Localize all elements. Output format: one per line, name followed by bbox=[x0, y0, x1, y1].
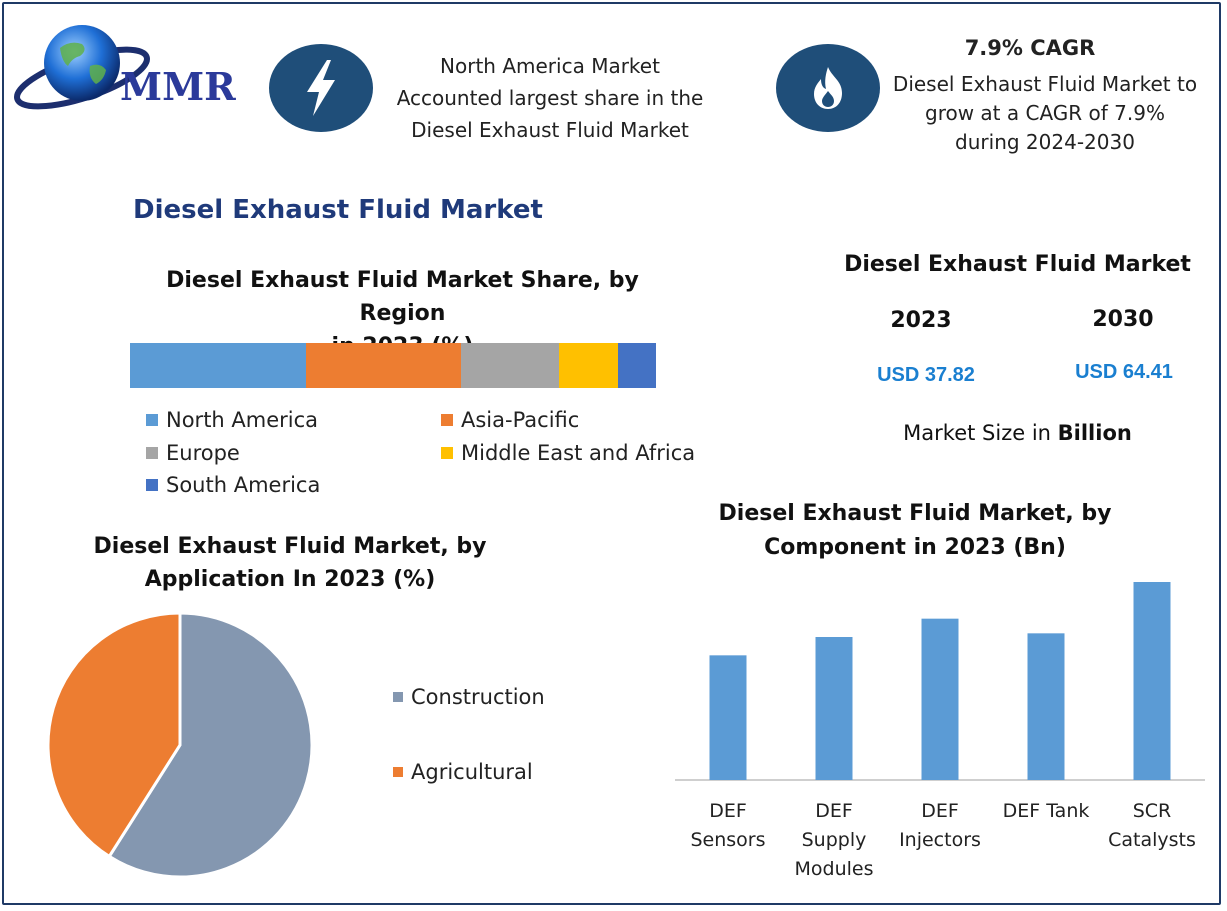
legend-north-america: North America bbox=[146, 408, 318, 432]
region-chart-title-line-1: Diesel Exhaust Fluid Market Share, by Re… bbox=[166, 268, 639, 326]
x-tick-label-line: DEF bbox=[709, 800, 747, 822]
bar-4 bbox=[1133, 582, 1171, 780]
application-pie-chart bbox=[46, 611, 314, 879]
header-right-line-3: during 2024-2030 bbox=[955, 130, 1135, 154]
header-right-line-2: grow at a CAGR of 7.9% bbox=[925, 101, 1165, 125]
legend-label: Agricultural bbox=[411, 760, 533, 784]
year-2030: 2030 bbox=[1092, 307, 1154, 332]
stacked-segment-south-america bbox=[617, 343, 656, 388]
x-tick-label-line: Modules bbox=[794, 858, 874, 880]
x-tick-label: DEF Sensors bbox=[673, 797, 783, 855]
header-left-line-1: North America Market bbox=[440, 54, 660, 78]
cagr-title: 7.9% CAGR bbox=[964, 36, 1096, 60]
component-bar-chart bbox=[675, 582, 1205, 781]
lightning-icon-badge bbox=[269, 44, 373, 132]
bar-2 bbox=[921, 618, 959, 780]
header-left-line-2: Accounted largest share in the bbox=[396, 86, 704, 110]
page-title: Diesel Exhaust Fluid Market bbox=[133, 195, 543, 225]
x-tick-label-line: SCR bbox=[1132, 800, 1172, 822]
stacked-segment-asia-pacific bbox=[306, 343, 462, 388]
header-right-text: Diesel Exhaust Fluid Market to grow at a… bbox=[880, 70, 1210, 157]
application-chart-title-line-2: Application In 2023 (%) bbox=[144, 567, 436, 592]
stacked-segment-north-america bbox=[130, 343, 307, 388]
legend-swatch bbox=[146, 447, 158, 459]
x-tick-label: DEF Supply Modules bbox=[779, 797, 889, 884]
application-chart-title: Diesel Exhaust Fluid Market, by Applicat… bbox=[70, 530, 510, 596]
legend-label: Construction bbox=[411, 685, 545, 709]
bar-1 bbox=[815, 637, 853, 780]
header-left-line-3: Diesel Exhaust Fluid Market bbox=[411, 118, 689, 142]
x-tick-label-line: Catalysts bbox=[1108, 829, 1196, 851]
x-tick-label: DEF Injectors bbox=[885, 797, 995, 855]
legend-swatch bbox=[441, 447, 453, 459]
header-right-line-1: Diesel Exhaust Fluid Market to bbox=[892, 72, 1198, 96]
logo-text: MMR bbox=[120, 64, 236, 109]
bar-0 bbox=[709, 655, 747, 780]
stacked-segment-europe bbox=[461, 343, 559, 388]
market-size-note: Market Size in Billion bbox=[850, 421, 1185, 445]
legend-construction: Construction bbox=[393, 685, 545, 709]
legend-swatch bbox=[146, 414, 158, 426]
value-2023: USD 37.82 bbox=[877, 364, 975, 386]
component-chart-title: Diesel Exhaust Fluid Market, by Componen… bbox=[700, 497, 1130, 565]
legend-south-america: South America bbox=[146, 473, 320, 497]
logo: MMR bbox=[12, 18, 242, 113]
x-tick-label-line: Sensors bbox=[690, 829, 766, 851]
value-2030: USD 64.41 bbox=[1075, 361, 1173, 383]
legend-agricultural: Agricultural bbox=[393, 760, 533, 784]
legend-label: North America bbox=[166, 408, 319, 432]
legend-middle-east-africa: Middle East and Africa bbox=[441, 441, 695, 465]
legend-label: Asia-Pacific bbox=[461, 408, 580, 432]
header-left-text: North America Market Accounted largest s… bbox=[370, 50, 730, 146]
legend-label: Middle East and Africa bbox=[461, 441, 696, 465]
legend-asia-pacific: Asia-Pacific bbox=[441, 408, 579, 432]
region-stacked-bar bbox=[130, 343, 656, 388]
market-size-note-unit: Billion bbox=[1057, 421, 1132, 445]
component-chart-title-line-2: Component in 2023 (Bn) bbox=[764, 535, 1066, 560]
x-tick-label-line: DEF Tank bbox=[1002, 800, 1090, 822]
legend-swatch bbox=[441, 414, 453, 426]
x-tick-label-line: DEF bbox=[921, 800, 959, 822]
legend-europe: Europe bbox=[146, 441, 240, 465]
market-size-title: Diesel Exhaust Fluid Market bbox=[844, 252, 1191, 277]
stacked-segment-middle-east-and-africa bbox=[558, 343, 618, 388]
component-chart-title-line-1: Diesel Exhaust Fluid Market, by bbox=[718, 501, 1112, 526]
x-tick-label-line: Injectors bbox=[899, 829, 981, 851]
legend-swatch bbox=[146, 479, 158, 491]
flame-icon bbox=[814, 67, 842, 109]
year-2023: 2023 bbox=[890, 308, 952, 333]
legend-label: Europe bbox=[166, 441, 240, 465]
market-size-note-prefix: Market Size in bbox=[903, 421, 1058, 445]
x-tick-label: DEF Tank bbox=[991, 797, 1101, 826]
pie-slice-agricultural bbox=[46, 611, 182, 859]
application-chart-title-line-1: Diesel Exhaust Fluid Market, by bbox=[93, 534, 487, 559]
pie-slice-construction bbox=[107, 611, 314, 879]
legend-label: South America bbox=[166, 473, 321, 497]
flame-icon-badge bbox=[776, 44, 880, 132]
lightning-icon bbox=[307, 60, 335, 116]
x-tick-label: SCR Catalysts bbox=[1097, 797, 1207, 855]
legend-swatch bbox=[393, 692, 403, 702]
x-tick-label-line: DEF bbox=[815, 800, 853, 822]
legend-swatch bbox=[393, 767, 403, 777]
globe-icon: MMR bbox=[14, 25, 236, 110]
bar-3 bbox=[1027, 633, 1065, 780]
x-tick-label-line: Supply bbox=[801, 829, 867, 851]
